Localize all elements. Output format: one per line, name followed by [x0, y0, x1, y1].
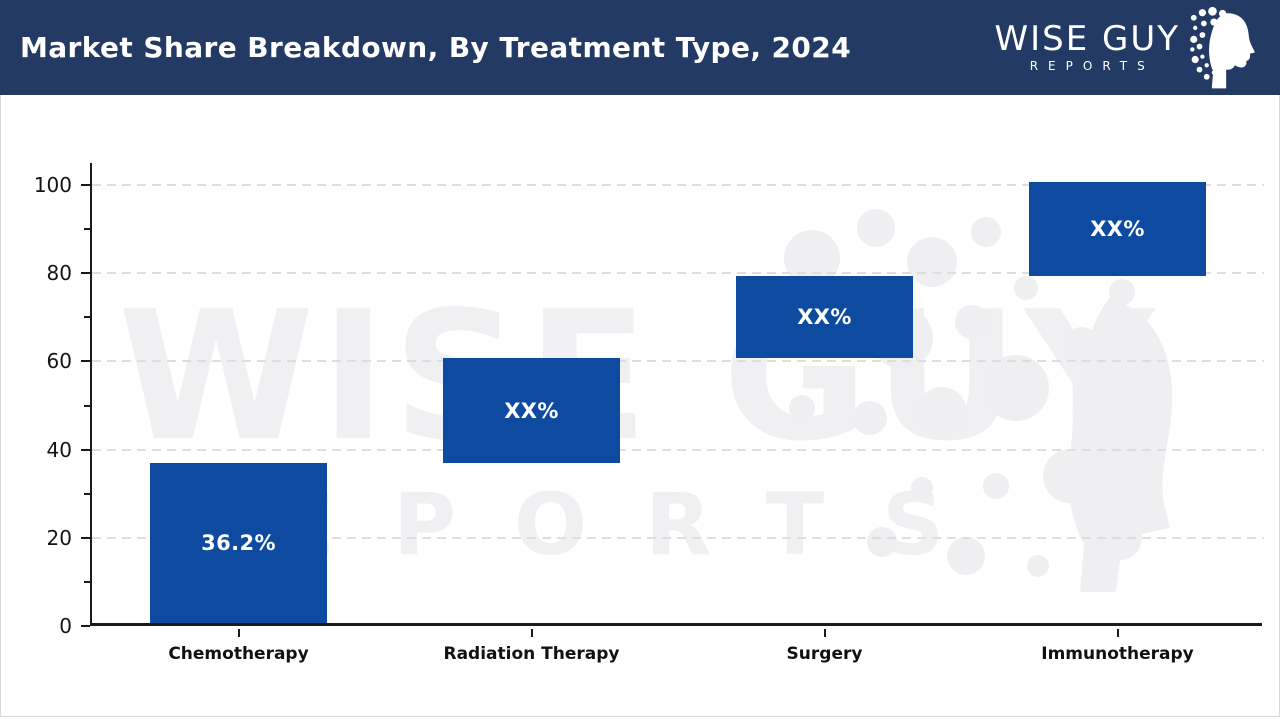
- bar-value-label-surgery: XX%: [797, 305, 852, 330]
- x-axis-tick-surgery: [823, 629, 826, 637]
- header-bar: Market Share Breakdown, By Treatment Typ…: [0, 0, 1280, 95]
- y-axis-major-tick-0: [81, 625, 90, 627]
- y-gridline-40: [92, 448, 1264, 451]
- x-axis-label-chemotherapy: Chemotherapy: [168, 644, 309, 664]
- y-axis-label-20: 20: [46, 525, 72, 550]
- y-axis-label-0: 0: [59, 614, 72, 638]
- page-border-bottom: [0, 716, 1280, 717]
- x-axis-tick-immunotherapy: [1116, 629, 1119, 637]
- y-axis-major-tick-40: [81, 448, 90, 451]
- plot-area: 0 20 40 60 80 100 36.2% Chemotherapy XX% Radiatio…: [34, 163, 1264, 664]
- brand-logo: WISE GUY REPORTS: [994, 6, 1260, 89]
- bar-surgery: XX%: [736, 276, 913, 359]
- y-axis-label-40: 40: [46, 437, 72, 462]
- bar-value-label-immunotherapy: XX%: [1090, 217, 1145, 242]
- y-axis-minor-tick-90: [84, 228, 90, 231]
- y-gridline-100: [92, 184, 1264, 187]
- x-axis-tick-radiation-therapy: [530, 629, 533, 637]
- x-axis-label-radiation-therapy: Radiation Therapy: [443, 644, 620, 664]
- y-axis-minor-tick-50: [84, 404, 90, 407]
- y-axis-minor-tick-30: [84, 492, 90, 495]
- y-axis-minor-tick-10: [84, 580, 90, 583]
- brand-head-icon: [1190, 6, 1255, 88]
- y-axis-major-tick-100: [81, 184, 90, 187]
- y-gridline-60: [92, 360, 1264, 363]
- brand-logo-text: WISE GUY REPORTS: [994, 22, 1180, 73]
- y-axis-major-tick-80: [81, 272, 90, 275]
- y-axis-label-80: 80: [46, 261, 72, 286]
- page-title: Market Share Breakdown, By Treatment Typ…: [20, 31, 852, 64]
- brand-subname: REPORTS: [1029, 59, 1155, 73]
- bar-radiation-therapy: XX%: [443, 358, 620, 464]
- brand-name: WISE GUY: [994, 19, 1180, 59]
- x-axis-label-surgery: Surgery: [786, 644, 863, 664]
- page-border-left: [0, 95, 1, 717]
- y-axis-label-100: 100: [33, 173, 72, 198]
- bar-immunotherapy: XX%: [1029, 182, 1206, 277]
- y-axis-major-tick-20: [81, 536, 90, 539]
- y-gridline-20: [92, 536, 1264, 539]
- bar-value-label-radiation-therapy: XX%: [504, 398, 559, 423]
- y-axis-label-60: 60: [46, 349, 72, 374]
- x-axis-label-immunotherapy: Immunotherapy: [1041, 644, 1194, 664]
- bar-value-label-chemotherapy: 36.2%: [201, 531, 276, 556]
- y-axis-major-tick-60: [81, 360, 90, 363]
- x-axis-tick-chemotherapy: [237, 629, 240, 637]
- y-gridline-80: [92, 272, 1264, 275]
- bar-chemotherapy: 36.2%: [150, 463, 327, 623]
- y-axis-minor-tick-70: [84, 316, 90, 319]
